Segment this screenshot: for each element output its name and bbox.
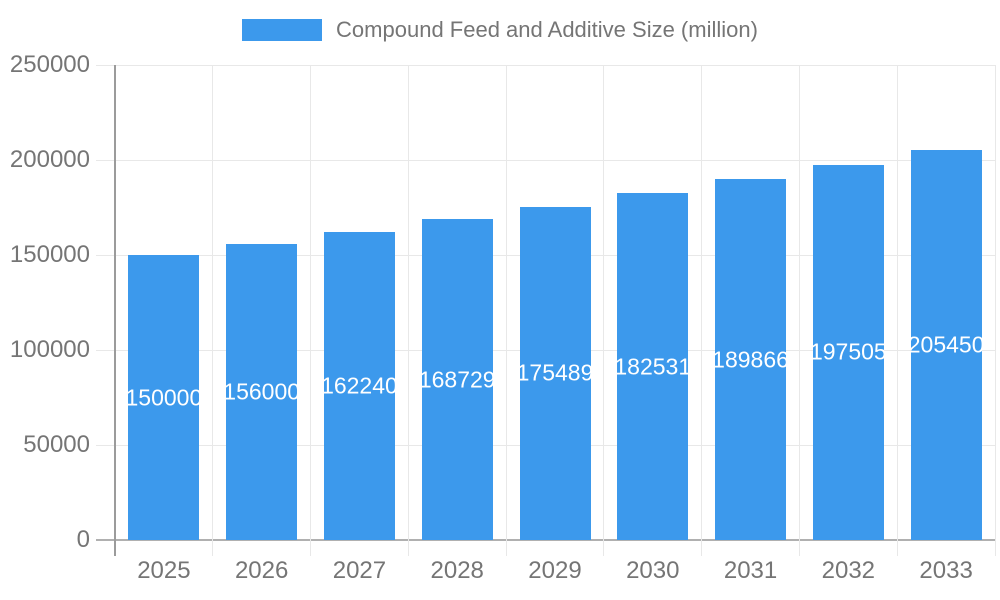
x-gridline xyxy=(896,65,898,556)
x-gridline xyxy=(994,65,996,556)
x-gridline xyxy=(603,65,605,556)
bar[interactable]: 168729 xyxy=(421,219,493,540)
bar-value-label: 168729 xyxy=(421,366,493,393)
x-tick-label: 2028 xyxy=(430,557,484,584)
y-tick-label: 150000 xyxy=(9,241,90,268)
x-gridline xyxy=(701,65,703,556)
x-gridline xyxy=(310,65,312,556)
x-tick-label: 2025 xyxy=(137,557,191,584)
y-axis-line xyxy=(114,65,116,556)
bar[interactable]: 162240 xyxy=(323,231,395,540)
y-tick-label: 250000 xyxy=(9,51,90,78)
x-tick-label: 2027 xyxy=(332,557,387,584)
bar-value-label: 162240 xyxy=(323,372,395,399)
legend[interactable]: Compound Feed and Additive Size (million… xyxy=(0,17,1000,43)
bar[interactable]: 175489 xyxy=(519,206,591,540)
y-tick-label: 50000 xyxy=(23,431,90,458)
bar[interactable]: 189866 xyxy=(715,179,787,540)
y-tick-label: 200000 xyxy=(9,146,90,173)
bar[interactable]: 197505 xyxy=(812,164,884,540)
legend-swatch-icon xyxy=(242,19,323,41)
x-tick-label: 2032 xyxy=(821,557,876,584)
x-tick-label: 2033 xyxy=(919,557,973,584)
bar-value-label: 189866 xyxy=(715,346,787,373)
x-gridline xyxy=(212,65,214,556)
bar-value-label: 182531 xyxy=(617,353,689,380)
x-tick-label: 2030 xyxy=(626,557,680,584)
x-tick-label: 2029 xyxy=(528,557,582,584)
bar-value-label: 150000 xyxy=(128,384,200,410)
x-tick-label: 2026 xyxy=(234,557,289,584)
x-gridline xyxy=(407,65,409,556)
y-gridline xyxy=(96,65,995,66)
bar[interactable]: 150000 xyxy=(128,255,200,540)
x-axis-baseline xyxy=(96,539,995,541)
x-tick-label: 2031 xyxy=(723,557,778,584)
bar[interactable]: 156000 xyxy=(226,243,298,540)
bar[interactable]: 182531 xyxy=(617,193,689,540)
legend-label: Compound Feed and Additive Size (million… xyxy=(336,17,758,42)
bar-value-label: 175489 xyxy=(519,359,591,386)
y-tick-label: 0 xyxy=(76,526,90,553)
bar[interactable]: 205450 xyxy=(910,149,982,540)
x-gridline xyxy=(798,65,800,556)
y-tick-label: 100000 xyxy=(9,336,90,363)
y-gridline xyxy=(96,160,995,161)
bar-value-label: 205450 xyxy=(910,331,982,358)
bar-value-label: 197505 xyxy=(812,338,884,365)
x-gridline xyxy=(505,65,507,556)
bar-value-label: 156000 xyxy=(226,378,298,405)
